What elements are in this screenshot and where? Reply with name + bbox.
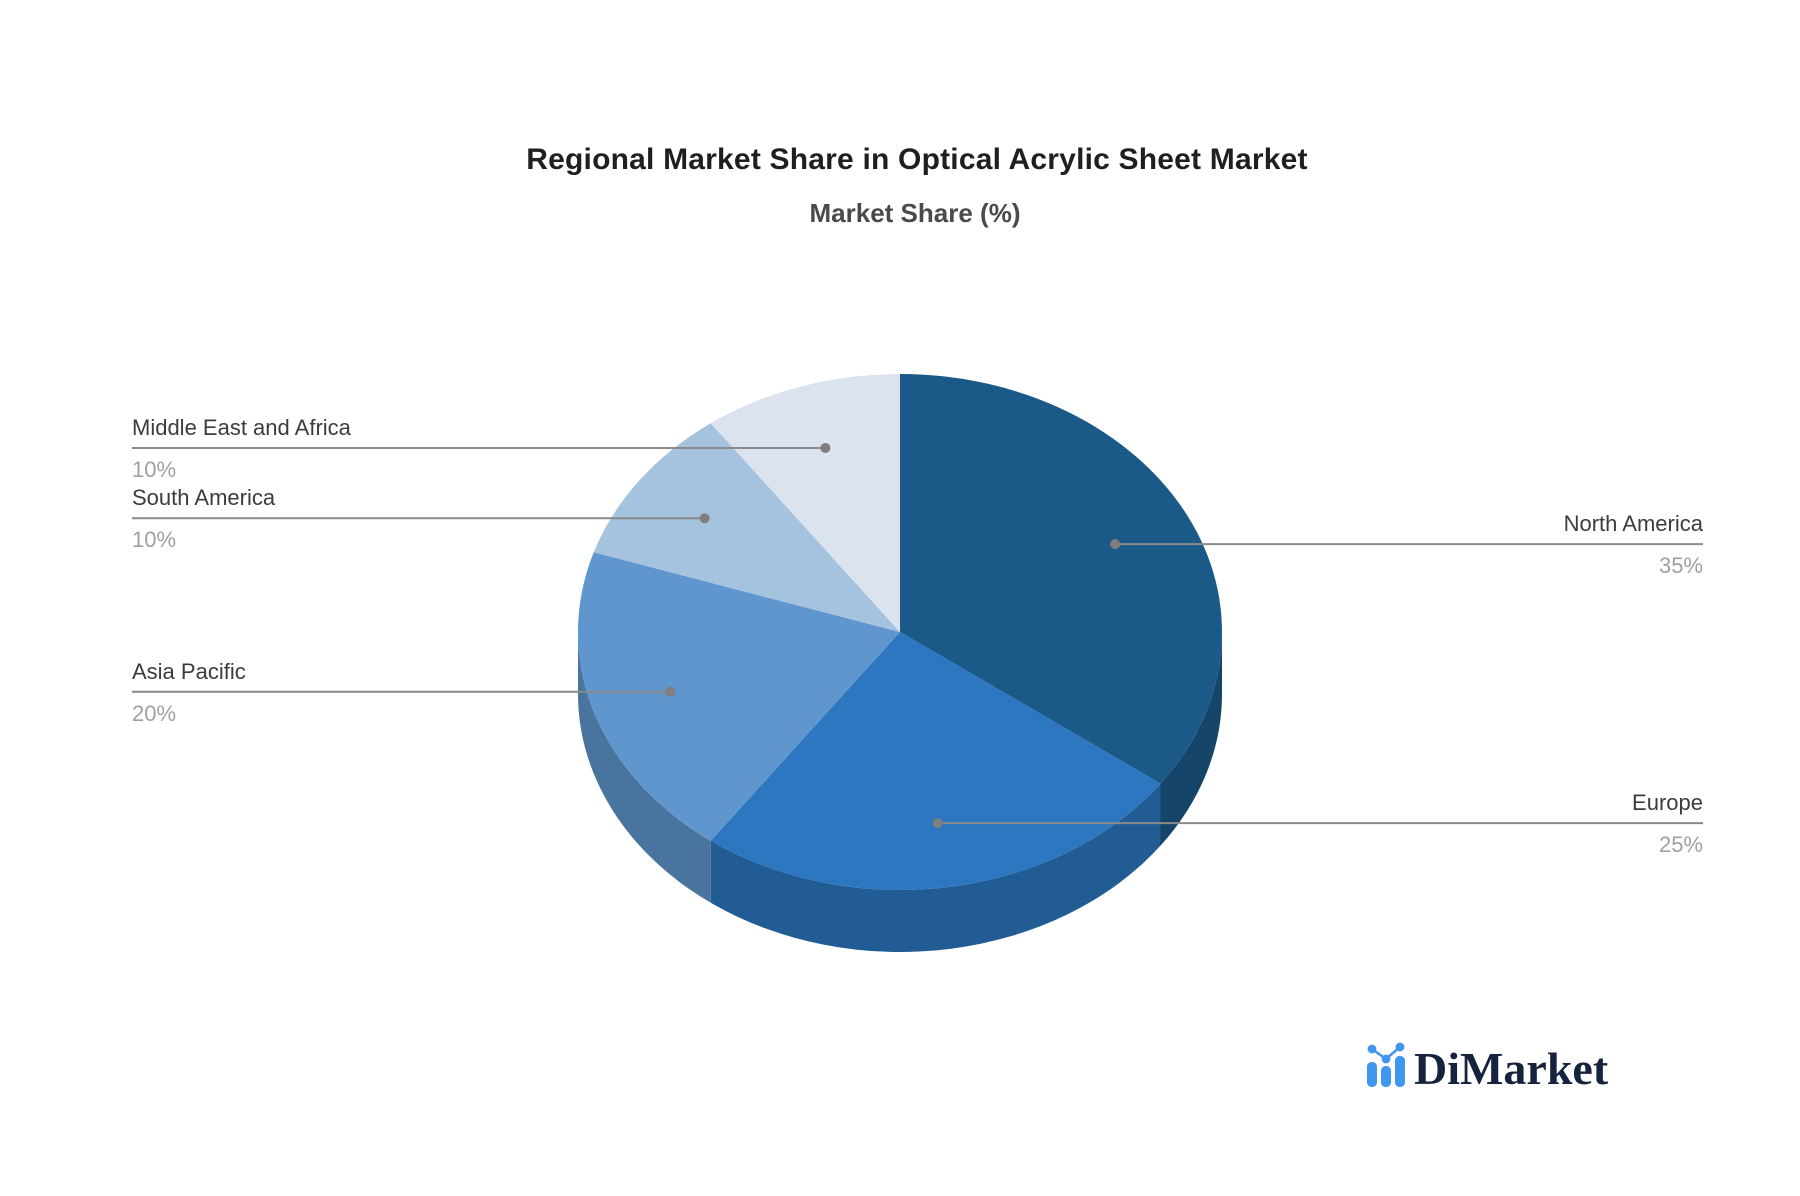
percent-asia-pacific: 20% xyxy=(132,700,177,726)
pie-slice-south-america[interactable] xyxy=(593,423,900,632)
leader-dot-europe xyxy=(932,818,943,829)
dimarket-logo: DiMarket xyxy=(1362,1040,1608,1100)
pie-slice-middle-east-and-africa[interactable] xyxy=(710,374,900,632)
percent-europe: 25% xyxy=(1658,832,1703,858)
leader-dot-asia-pacific xyxy=(665,686,676,697)
leader-dot-south-america xyxy=(699,513,710,524)
pie-slice-north-america[interactable] xyxy=(900,374,1222,784)
percent-north-america: 35% xyxy=(1658,553,1703,579)
pie-slice-side-north-america xyxy=(1160,632,1222,846)
label-middle-east-and-africa: Middle East and Africa xyxy=(132,414,351,440)
label-asia-pacific: Asia Pacific xyxy=(132,658,246,684)
label-north-america: North America xyxy=(1563,511,1703,537)
pie-slice-side-asia-pacific xyxy=(578,632,711,903)
chart-subtitle: Market Share (%) xyxy=(809,198,1021,228)
pie-slice-side-europe xyxy=(710,783,1161,953)
leader-dot-north-america xyxy=(1110,539,1121,550)
logo-text: DiMarket xyxy=(1414,1043,1609,1094)
pie-slice-europe[interactable] xyxy=(710,632,1161,891)
leader-dot-middle-east-and-africa xyxy=(820,442,831,453)
chart-title: Regional Market Share in Optical Acrylic… xyxy=(526,143,1308,176)
percent-middle-east-and-africa: 10% xyxy=(132,456,177,482)
bar-chart-with-dots-icon xyxy=(1367,1042,1405,1087)
label-europe: Europe xyxy=(1632,790,1703,816)
label-south-america: South America xyxy=(132,485,276,511)
percent-south-america: 10% xyxy=(132,527,177,553)
pie-slice-asia-pacific[interactable] xyxy=(577,552,900,841)
